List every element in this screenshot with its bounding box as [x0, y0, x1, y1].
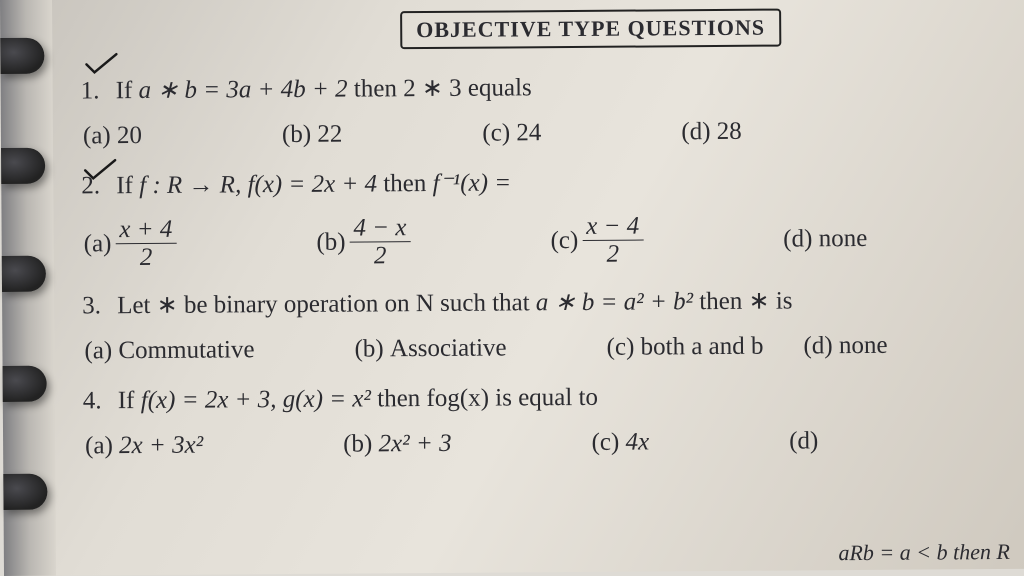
question-1: 1. If a ∗ b = 3a + 4b + 2 then 2 ∗ 3 equ… — [81, 67, 1015, 109]
q1-expression: a ∗ b = 3a + 4b + 2 — [138, 76, 347, 104]
choice-label: (a) — [83, 122, 111, 150]
q3-choice-b: (b) Associative — [354, 334, 506, 363]
q1-suffix: then 2 ∗ 3 equals — [354, 74, 532, 102]
q4-choice-d: (d) — [789, 427, 825, 455]
q4-choice-a: (a) 2x + 3x² — [85, 432, 203, 461]
choice-value: 4x — [625, 428, 649, 456]
q1-choice-a: (a) 20 — [83, 122, 142, 150]
q4-expression: f(x) = 2x + 3, g(x) = x² — [141, 385, 371, 414]
q2-choice-d: (d) none — [783, 212, 867, 266]
choice-value: 2x² + 3 — [378, 430, 451, 459]
denominator: 2 — [607, 241, 620, 267]
numerator: x + 4 — [115, 217, 176, 244]
question-3: 3. Let ∗ be binary operation on N such t… — [82, 282, 1016, 324]
choice-value: none — [819, 224, 868, 252]
choice-label: (d) — [783, 225, 812, 253]
question-number: 4. — [83, 387, 102, 414]
q3-text-b: then ∗ is — [699, 287, 792, 315]
q2-choices: (a) x + 4 2 (b) 4 − x 2 (c) x − 4 2 (d) … — [84, 211, 1016, 271]
q1-choice-b: (b) 22 — [282, 121, 343, 149]
choice-label: (c) — [482, 119, 510, 147]
q4-suffix: then fog(x) is equal to — [377, 384, 598, 413]
q2-suffix-pre: then — [383, 170, 432, 197]
choice-value: 2x + 3x² — [119, 432, 203, 461]
q2-expression: f : R → R, f(x) = 2x + 4 — [139, 170, 377, 199]
question-number: 3. — [82, 292, 101, 319]
choice-value: 20 — [117, 122, 142, 150]
notebook-ring — [1, 148, 45, 184]
q2-choice-c: (c) x − 4 2 — [550, 214, 643, 268]
choice-value: none — [839, 332, 888, 360]
q4-choice-b: (b) 2x² + 3 — [343, 430, 452, 459]
q1-choice-d: (d) 28 — [681, 118, 742, 146]
fraction: x + 4 2 — [115, 217, 176, 270]
numerator: x − 4 — [582, 214, 643, 241]
choice-value: 22 — [317, 121, 342, 149]
denominator: 2 — [374, 242, 387, 268]
question-4: 4. If f(x) = 2x + 3, g(x) = x² then fog(… — [83, 377, 1017, 419]
choice-value: 24 — [516, 119, 541, 147]
q3-text-a: Let ∗ be binary operation on N such that — [117, 289, 536, 319]
q1-choice-c: (c) 24 — [482, 119, 541, 147]
choice-label: (c) — [607, 334, 635, 362]
q3-choices: (a) Commutative (b) Associative (c) both… — [84, 331, 1016, 366]
choice-label: (a) — [84, 230, 112, 258]
q3-choice-c: (c) both a and b — [607, 333, 764, 362]
choice-value: Associative — [390, 334, 507, 363]
choice-label: (b) — [282, 121, 311, 149]
choice-value: Commutative — [118, 336, 254, 365]
notebook-ring — [0, 38, 44, 74]
q3-expression: a ∗ b = a² + b² — [536, 288, 693, 316]
choice-label: (a) — [84, 337, 112, 365]
q1-choices: (a) 20 (b) 22 (c) 24 (d) 28 — [83, 116, 1015, 151]
checkmark-icon — [84, 51, 118, 75]
q2-choice-b: (b) 4 − x 2 — [316, 215, 410, 269]
choice-label: (d) — [681, 118, 710, 146]
choice-label: (b) — [316, 228, 345, 256]
q2-choice-a: (a) x + 4 2 — [84, 217, 177, 271]
notebook-page: OBJECTIVE TYPE QUESTIONS 1. If a ∗ b = 3… — [0, 0, 1024, 576]
q2-suffix-expr: f⁻¹(x) = — [432, 169, 511, 197]
choice-label: (c) — [591, 429, 619, 457]
question-number: 2. — [81, 172, 100, 199]
q1-prefix: If — [116, 77, 139, 104]
fraction: x − 4 2 — [582, 214, 643, 267]
denominator: 2 — [140, 244, 153, 270]
choice-label: (d) — [789, 427, 818, 455]
choice-label: (a) — [85, 432, 113, 460]
fraction: 4 − x 2 — [349, 215, 410, 268]
choice-label: (c) — [550, 226, 578, 254]
q4-choices: (a) 2x + 3x² (b) 2x² + 3 (c) 4x (d) — [85, 426, 1017, 461]
notebook-ring — [3, 474, 47, 510]
question-2: 2. If f : R → R, f(x) = 2x + 4 then f⁻¹(… — [81, 162, 1015, 204]
q4-choice-c: (c) 4x — [591, 428, 649, 456]
choice-label: (d) — [803, 332, 832, 360]
choice-value: 28 — [717, 118, 742, 146]
q4-prefix: If — [118, 387, 141, 414]
notebook-ring — [3, 366, 47, 402]
choice-value: both a and b — [641, 333, 764, 362]
page-footer-fragment: aRb = a < b then R — [838, 539, 1010, 566]
choice-label: (b) — [343, 430, 372, 458]
section-header: OBJECTIVE TYPE QUESTIONS — [400, 9, 781, 50]
q2-prefix: If — [116, 172, 139, 199]
numerator: 4 − x — [349, 215, 410, 242]
q3-choice-a: (a) Commutative — [84, 336, 254, 365]
question-number: 1. — [81, 77, 100, 104]
choice-label: (b) — [354, 335, 383, 363]
q3-choice-d: (d) none — [803, 332, 887, 361]
notebook-ring — [2, 256, 46, 292]
